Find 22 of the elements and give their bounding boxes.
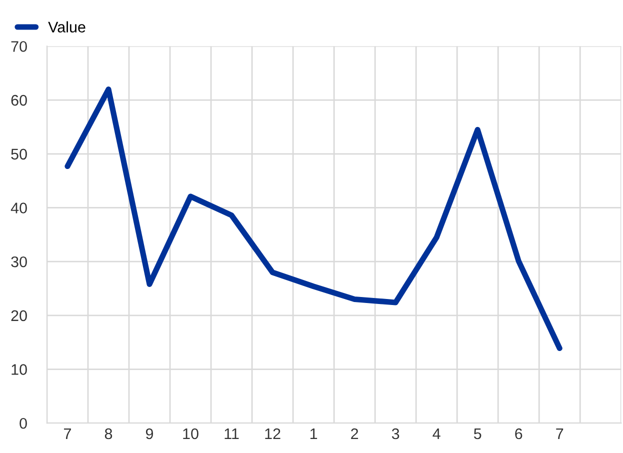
x-tick-label: 6: [515, 428, 522, 440]
y-tick-label: 30: [11, 256, 27, 268]
x-tick-label: 10: [183, 428, 198, 440]
x-tick-label: 1: [310, 428, 318, 440]
x-tick-label: 7: [556, 428, 564, 440]
x-tick-label: 8: [104, 428, 112, 440]
legend-label: Value: [48, 21, 86, 32]
x-tick-label: 9: [146, 428, 154, 440]
x-tick-label: 3: [392, 428, 400, 440]
x-tick-label: 2: [351, 428, 358, 440]
x-tick-label: 4: [432, 428, 440, 440]
y-tick-label: 40: [10, 202, 27, 214]
y-tick-label: 20: [11, 310, 27, 322]
y-tick-label: 10: [12, 364, 27, 375]
y-tick-label: 60: [11, 94, 27, 106]
x-tick-label: 12: [265, 428, 280, 440]
y-tick-label: 50: [11, 148, 27, 160]
y-tick-label: 70: [11, 41, 27, 52]
y-tick-label: 0: [20, 418, 27, 429]
x-tick-label: 11: [224, 428, 239, 440]
x-tick-label: 5: [474, 428, 482, 440]
x-tick-label: 7: [64, 428, 71, 440]
